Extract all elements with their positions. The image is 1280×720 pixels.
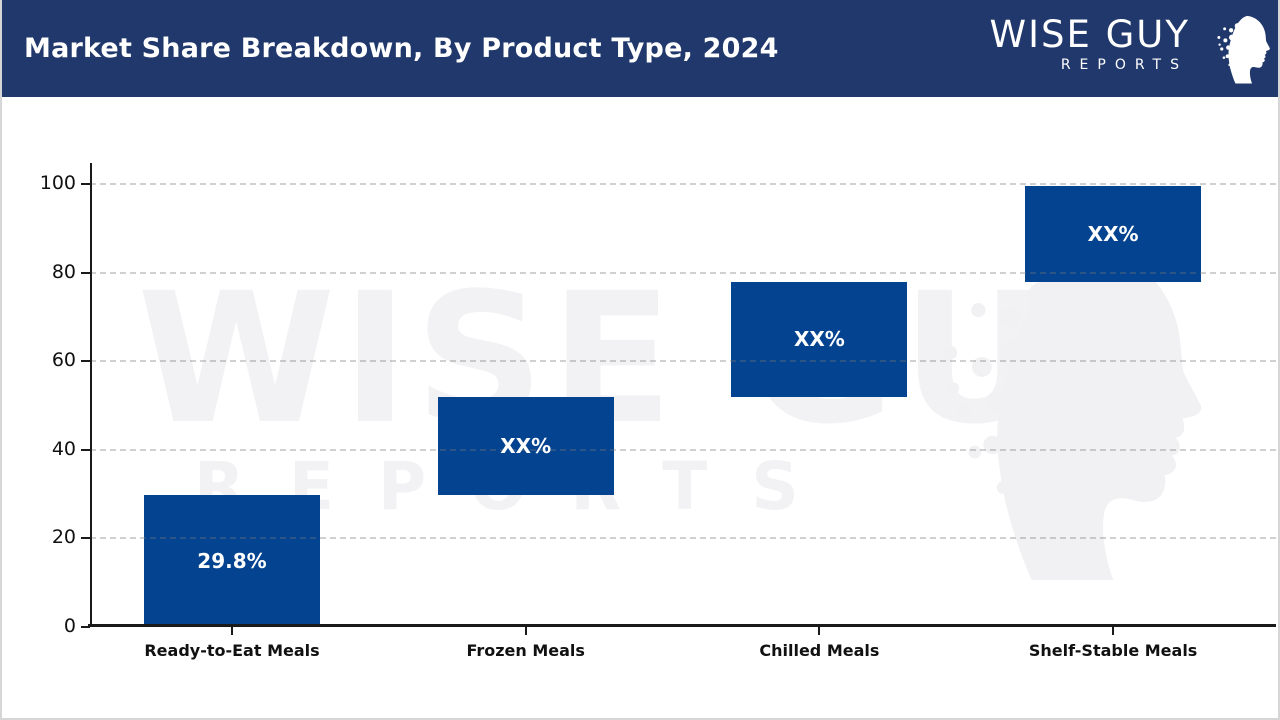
brand-logo-subtitle: REPORTS [1060,57,1188,73]
y-tick-mark-60 [81,360,90,363]
y-tick-label-100: 100 [39,172,76,194]
gridline-40 [90,448,1276,451]
y-tick-mark-0 [81,626,90,628]
y-tick-label-40: 40 [51,437,76,460]
brand-head-icon [1217,15,1270,84]
x-category-label-3: Chilled Meals [759,641,880,660]
x-category-label-1: Ready-to-Eat Meals [144,641,320,660]
y-tick-mark-20 [81,537,90,540]
bar-value-label-2: XX% [500,433,552,458]
gridline-20 [90,537,1276,540]
x-axis-spine [88,624,1276,627]
x-tick-mark-3 [818,627,821,635]
gridline-60 [90,360,1276,363]
bar-3 [731,282,908,397]
gridline-100 [90,183,1276,185]
y-tick-label-80: 80 [51,260,76,283]
y-tick-mark-40 [81,448,90,451]
y-axis-spine [90,163,92,627]
x-tick-mark-1 [231,627,233,635]
bar-1 [144,494,320,627]
chart-title: Market Share Breakdown, By Product Type,… [24,33,779,64]
y-tick-label-60: 60 [51,349,76,372]
plot-area: 0 20 40 60 80 100 29.8% Ready-to-Eat Meals XX% Fr… [40,163,1276,660]
x-tick-mark-2 [524,627,527,635]
x-category-label-4: Shelf-Stable Meals [1028,641,1198,660]
bar-value-label-3: XX% [793,327,845,352]
y-tick-mark-80 [81,271,90,274]
brand-logo-name: WISE GUY [989,13,1190,56]
x-category-label-2: Frozen Meals [466,641,585,660]
y-tick-label-20: 20 [51,526,76,549]
y-tick-mark-100 [81,183,90,185]
brand-logo: WISE GUY REPORTS [990,16,1190,72]
bar-value-label-4: XX% [1087,222,1139,247]
bar-value-label-1: 29.8% [197,548,267,573]
x-tick-mark-4 [1112,627,1115,635]
header-band: Market Share Breakdown, By Product Type,… [2,0,1278,97]
bar-2 [437,396,614,495]
bar-4 [1025,185,1202,283]
gridline-80 [90,271,1276,274]
y-tick-label-0: 0 [63,615,76,637]
